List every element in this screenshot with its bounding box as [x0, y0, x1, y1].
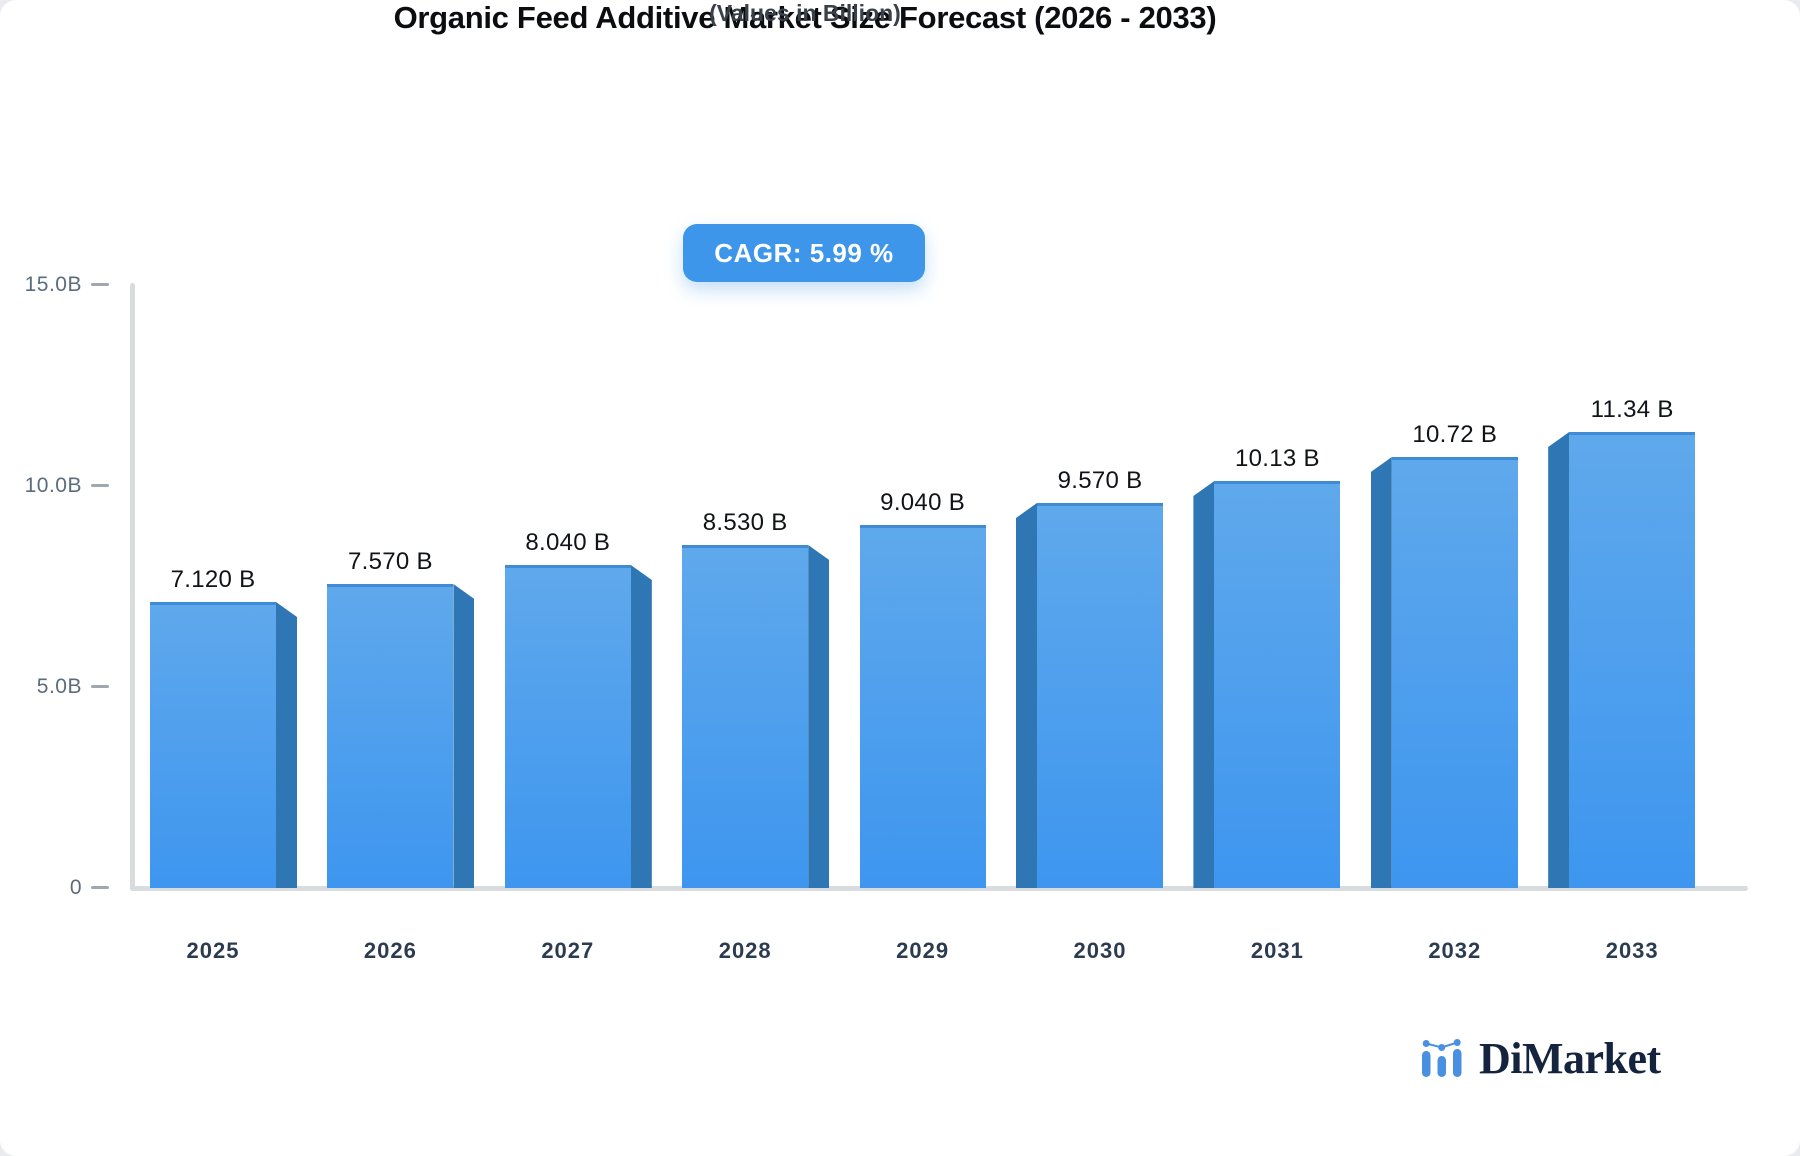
- bar-3d-side: [808, 545, 830, 888]
- bar: [682, 545, 809, 888]
- bar: [859, 525, 986, 888]
- x-axis-label: 2028: [718, 938, 772, 963]
- bar: [1214, 481, 1341, 888]
- bar: [150, 602, 276, 888]
- brand-logo: DiMarket: [1421, 1026, 1661, 1090]
- x-axis-label: 2033: [1605, 938, 1659, 963]
- bar-value-label: 8.040 B: [525, 529, 611, 556]
- y-tick-mark: [91, 283, 109, 286]
- y-tick-mark: [91, 886, 109, 889]
- bar-3d-side: [1370, 457, 1392, 888]
- y-tick-mark: [91, 484, 109, 487]
- y-tick-mark: [91, 685, 109, 688]
- bar-3d-side: [453, 584, 475, 888]
- bar: [1569, 432, 1696, 888]
- x-axis-label: 2032: [1428, 938, 1482, 963]
- x-axis-label: 2031: [1250, 938, 1304, 963]
- bar-value-label: 7.120 B: [170, 566, 256, 593]
- x-axis-label: 2026: [363, 938, 417, 963]
- x-axis-label: 2027: [541, 938, 595, 963]
- cagr-badge-label: CAGR: 5.99 %: [714, 237, 894, 268]
- bar-value-label: 8.530 B: [702, 509, 788, 536]
- bar: [1391, 457, 1518, 888]
- x-axis-line: [130, 886, 1748, 891]
- page-subtitle: (Values in Billion): [709, 0, 901, 26]
- bar-chart-logo-icon: [1422, 1039, 1462, 1077]
- bar-3d-side: [1016, 503, 1037, 888]
- bar: [504, 565, 631, 888]
- bar-value-label: 11.34 B: [1590, 396, 1674, 423]
- y-tick-label: 15.0B: [24, 273, 82, 296]
- bar-value-label: 10.13 B: [1234, 445, 1320, 472]
- x-axis-label: 2025: [186, 938, 240, 963]
- page-title: Organic Feed Additive Market Size Foreca…: [393, 0, 1217, 35]
- cagr-badge: CAGR: 5.99 %: [683, 224, 925, 282]
- bar-value-label: 7.570 B: [347, 548, 433, 575]
- brand-logo-text: DiMarket: [1479, 1033, 1661, 1083]
- bar-3d-side: [630, 565, 652, 888]
- y-axis-line: [130, 283, 135, 890]
- bar-3d-side: [1548, 432, 1570, 888]
- bar: [327, 584, 454, 888]
- x-axis-label: 2030: [1073, 938, 1127, 963]
- bar-3d-side: [276, 602, 297, 888]
- x-axis-label: 2029: [896, 938, 950, 963]
- bar-value-label: 9.040 B: [880, 489, 966, 516]
- y-tick-label: 10.0B: [24, 474, 82, 497]
- bar-3d-side: [1193, 481, 1215, 888]
- bar-value-label: 10.72 B: [1412, 421, 1498, 448]
- y-tick-label: 5.0B: [36, 675, 82, 698]
- bar: [1037, 503, 1163, 888]
- bar-value-label: 9.570 B: [1057, 467, 1143, 494]
- y-tick-label: 0: [69, 876, 82, 899]
